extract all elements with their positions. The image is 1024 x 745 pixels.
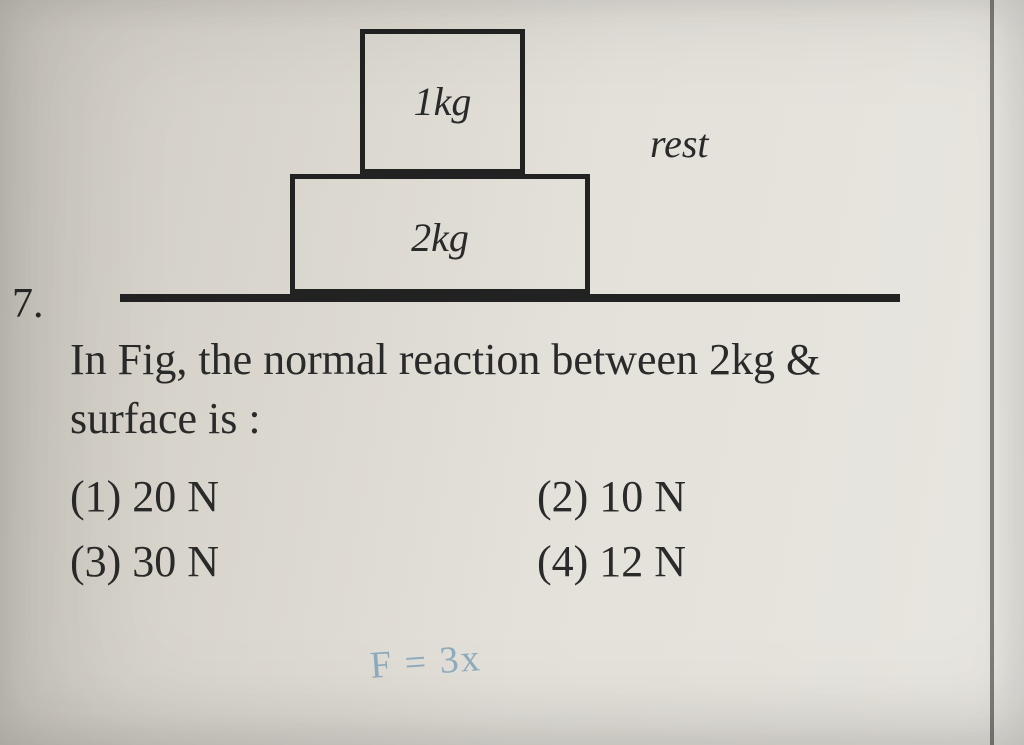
top-block: 1kg bbox=[360, 29, 525, 174]
stem-line-1: In Fig, the normal reaction between 2kg … bbox=[70, 335, 820, 384]
stem-line-2: surface is : bbox=[70, 394, 261, 443]
options-grid: (1) 20 N (2) 10 N (3) 30 N (4) 12 N bbox=[70, 467, 964, 592]
bottom-block: 2kg bbox=[290, 174, 590, 294]
option-1[interactable]: (1) 20 N bbox=[70, 467, 497, 526]
ground-line bbox=[120, 294, 900, 302]
top-block-label: 1kg bbox=[414, 78, 472, 125]
question-block: In Fig, the normal reaction between 2kg … bbox=[70, 330, 964, 592]
bottom-block-label: 2kg bbox=[411, 214, 469, 261]
question-stem: In Fig, the normal reaction between 2kg … bbox=[70, 330, 964, 449]
option-3[interactable]: (3) 30 N bbox=[70, 532, 497, 591]
page: 2kg 1kg rest 7. In Fig, the normal react… bbox=[0, 0, 1024, 745]
right-margin-rule bbox=[990, 0, 994, 745]
blocks-diagram: 2kg 1kg rest bbox=[120, 20, 900, 320]
rest-label: rest bbox=[650, 120, 709, 167]
handwritten-note: F = 3x bbox=[369, 636, 483, 688]
question-number: 7. bbox=[12, 280, 44, 328]
option-2[interactable]: (2) 10 N bbox=[537, 467, 964, 526]
option-4[interactable]: (4) 12 N bbox=[537, 532, 964, 591]
